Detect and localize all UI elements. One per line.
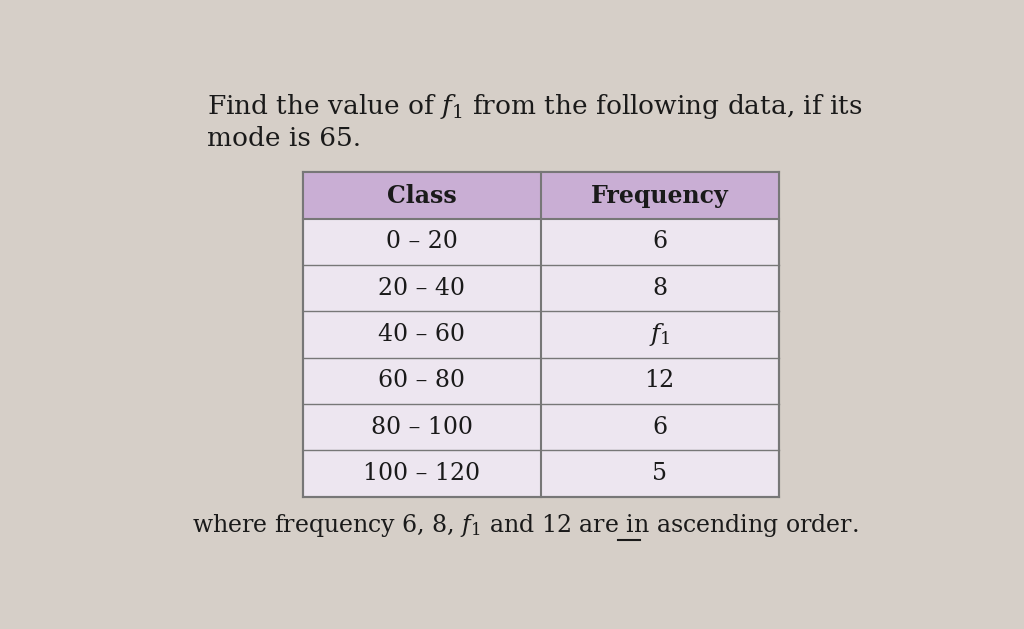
Text: 12: 12: [644, 369, 675, 392]
Text: Frequency: Frequency: [591, 184, 729, 208]
Text: 5: 5: [652, 462, 668, 485]
Bar: [303, 172, 778, 219]
Text: 20 – 40: 20 – 40: [378, 277, 465, 300]
Text: 100 – 120: 100 – 120: [364, 462, 480, 485]
Text: where frequency 6, 8, $f_1$ and 12 are in ascending order.: where frequency 6, 8, $f_1$ and 12 are i…: [191, 513, 858, 540]
Text: 40 – 60: 40 – 60: [378, 323, 465, 346]
Text: Class: Class: [387, 184, 457, 208]
Text: mode is 65.: mode is 65.: [207, 126, 361, 152]
Text: Find the value of $f_1$ from the following data, if its: Find the value of $f_1$ from the followi…: [207, 92, 863, 121]
Text: 60 – 80: 60 – 80: [378, 369, 465, 392]
Text: 80 – 100: 80 – 100: [371, 416, 473, 439]
Text: 0 – 20: 0 – 20: [386, 230, 458, 253]
Text: 6: 6: [652, 230, 668, 253]
Text: 8: 8: [652, 277, 668, 300]
Text: 6: 6: [652, 416, 668, 439]
Text: $f_1$: $f_1$: [649, 321, 671, 348]
